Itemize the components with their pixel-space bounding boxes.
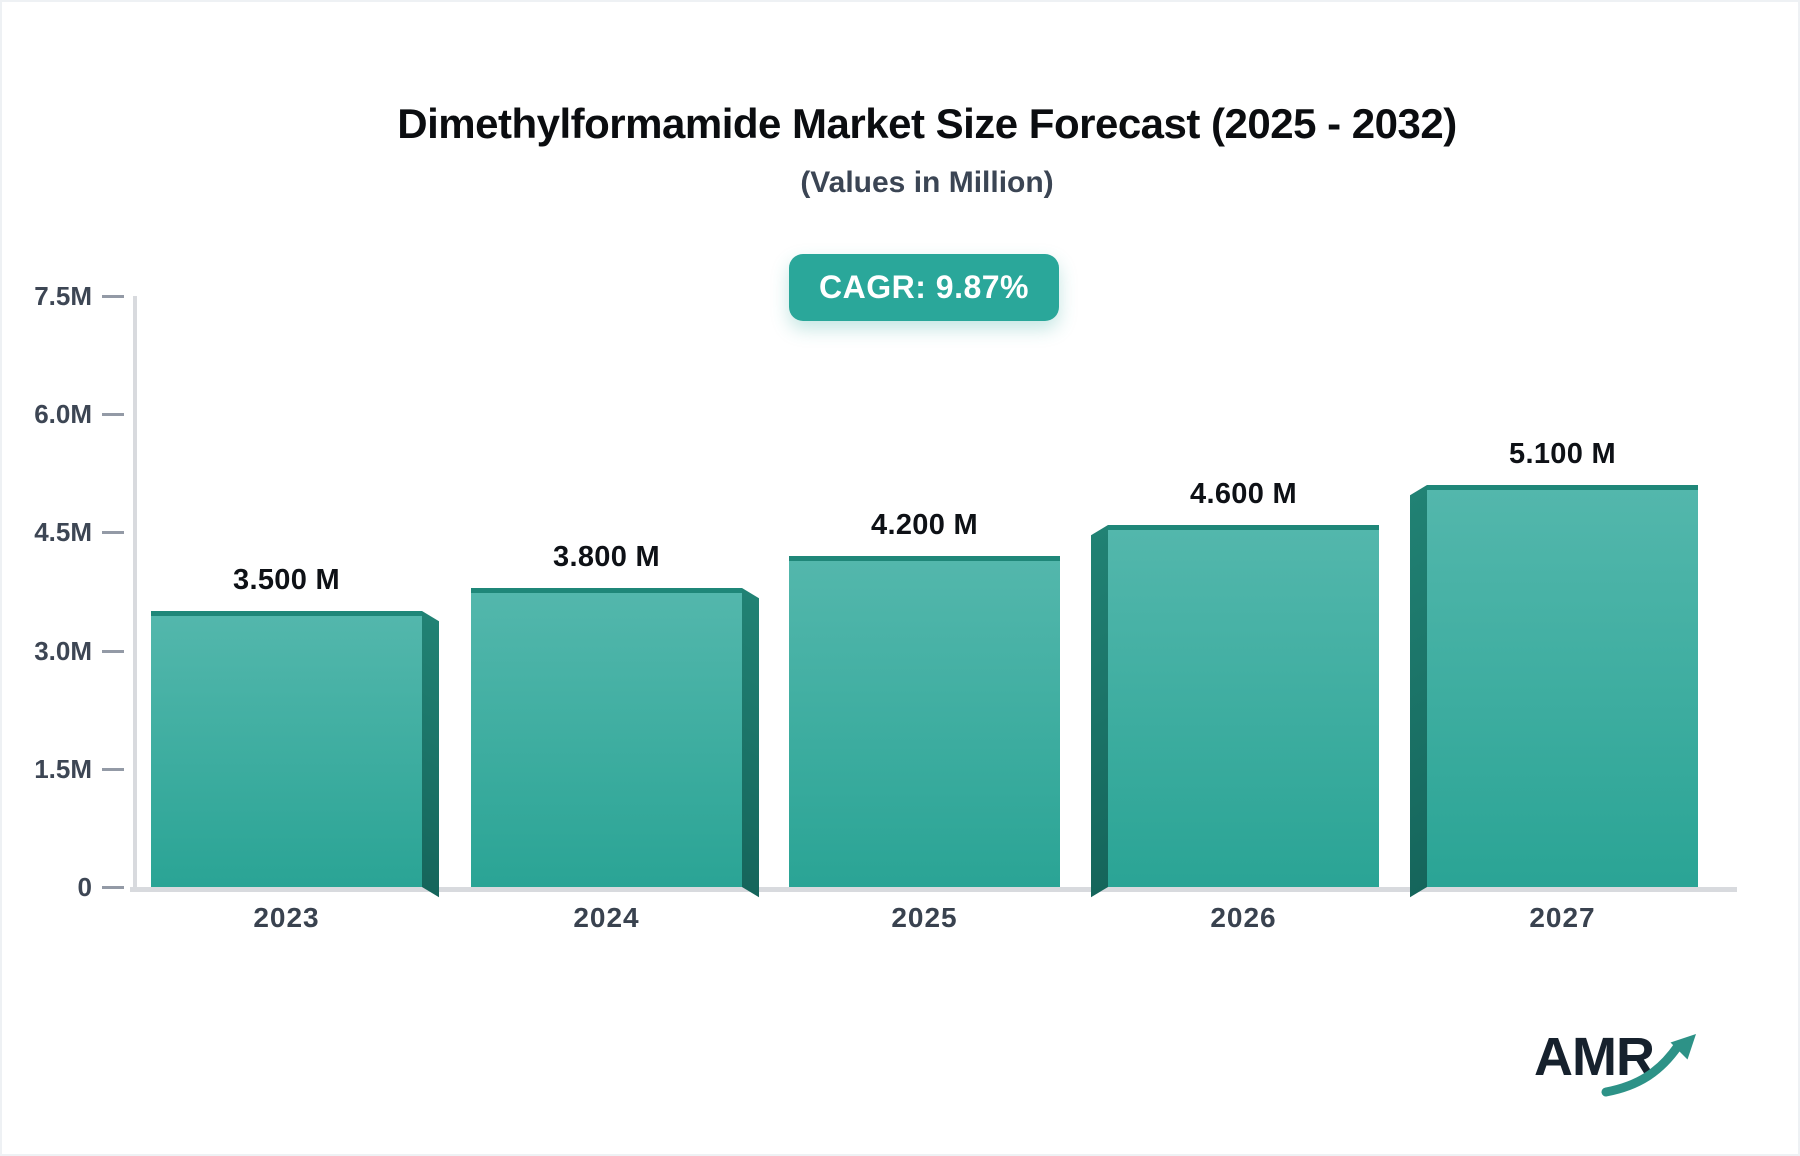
y-tick-label: 1.5M <box>34 753 92 784</box>
y-tick-dash <box>102 649 124 653</box>
y-tick-label: 6.0M <box>34 399 92 430</box>
bar-side-face <box>422 611 439 898</box>
bar-side-face <box>742 587 759 898</box>
cagr-badge: CAGR: 9.87% <box>789 254 1059 321</box>
bar-value-label: 4.600 M <box>1190 477 1297 510</box>
y-tick-label: 4.5M <box>34 517 92 548</box>
y-axis-line <box>133 296 137 892</box>
bar-face <box>471 587 742 887</box>
chart-title: Dimethylformamide Market Size Forecast (… <box>397 100 1457 147</box>
bar-face <box>151 611 422 887</box>
y-tick-label: 0 <box>77 872 92 902</box>
y-tick-label: 7.5M <box>34 281 92 311</box>
logo-text: AMR <box>1534 1027 1655 1087</box>
y-tick-dash <box>102 886 124 889</box>
y-tick-dash <box>102 531 124 535</box>
bar-value-label: 3.500 M <box>233 564 340 597</box>
bar-side-face <box>1410 485 1427 898</box>
bar-value-label: 4.200 M <box>871 509 978 542</box>
bar-side-face <box>1091 524 1108 898</box>
y-tick-label: 3.0M <box>34 635 92 666</box>
chart-subtitle: (Values in Million) <box>800 166 1054 199</box>
x-category-label: 2023 <box>253 902 320 933</box>
x-category-label: 2026 <box>1210 902 1277 933</box>
x-category-label: 2027 <box>1529 902 1596 933</box>
x-axis-line <box>130 887 1737 892</box>
trend-arrow-icon <box>1601 1034 1696 1097</box>
amr-logo: AMR <box>1534 1026 1734 1116</box>
y-tick-dash <box>102 413 124 417</box>
x-category-label: 2025 <box>891 902 958 933</box>
bar-face <box>1427 485 1698 887</box>
bar-value-label: 3.800 M <box>553 540 660 573</box>
bar-face <box>789 556 1060 887</box>
bar-value-label: 5.100 M <box>1509 438 1616 471</box>
x-category-label: 2024 <box>573 902 640 933</box>
y-tick-dash <box>102 295 124 298</box>
bar-face <box>1108 524 1379 887</box>
y-tick-dash <box>102 767 124 771</box>
